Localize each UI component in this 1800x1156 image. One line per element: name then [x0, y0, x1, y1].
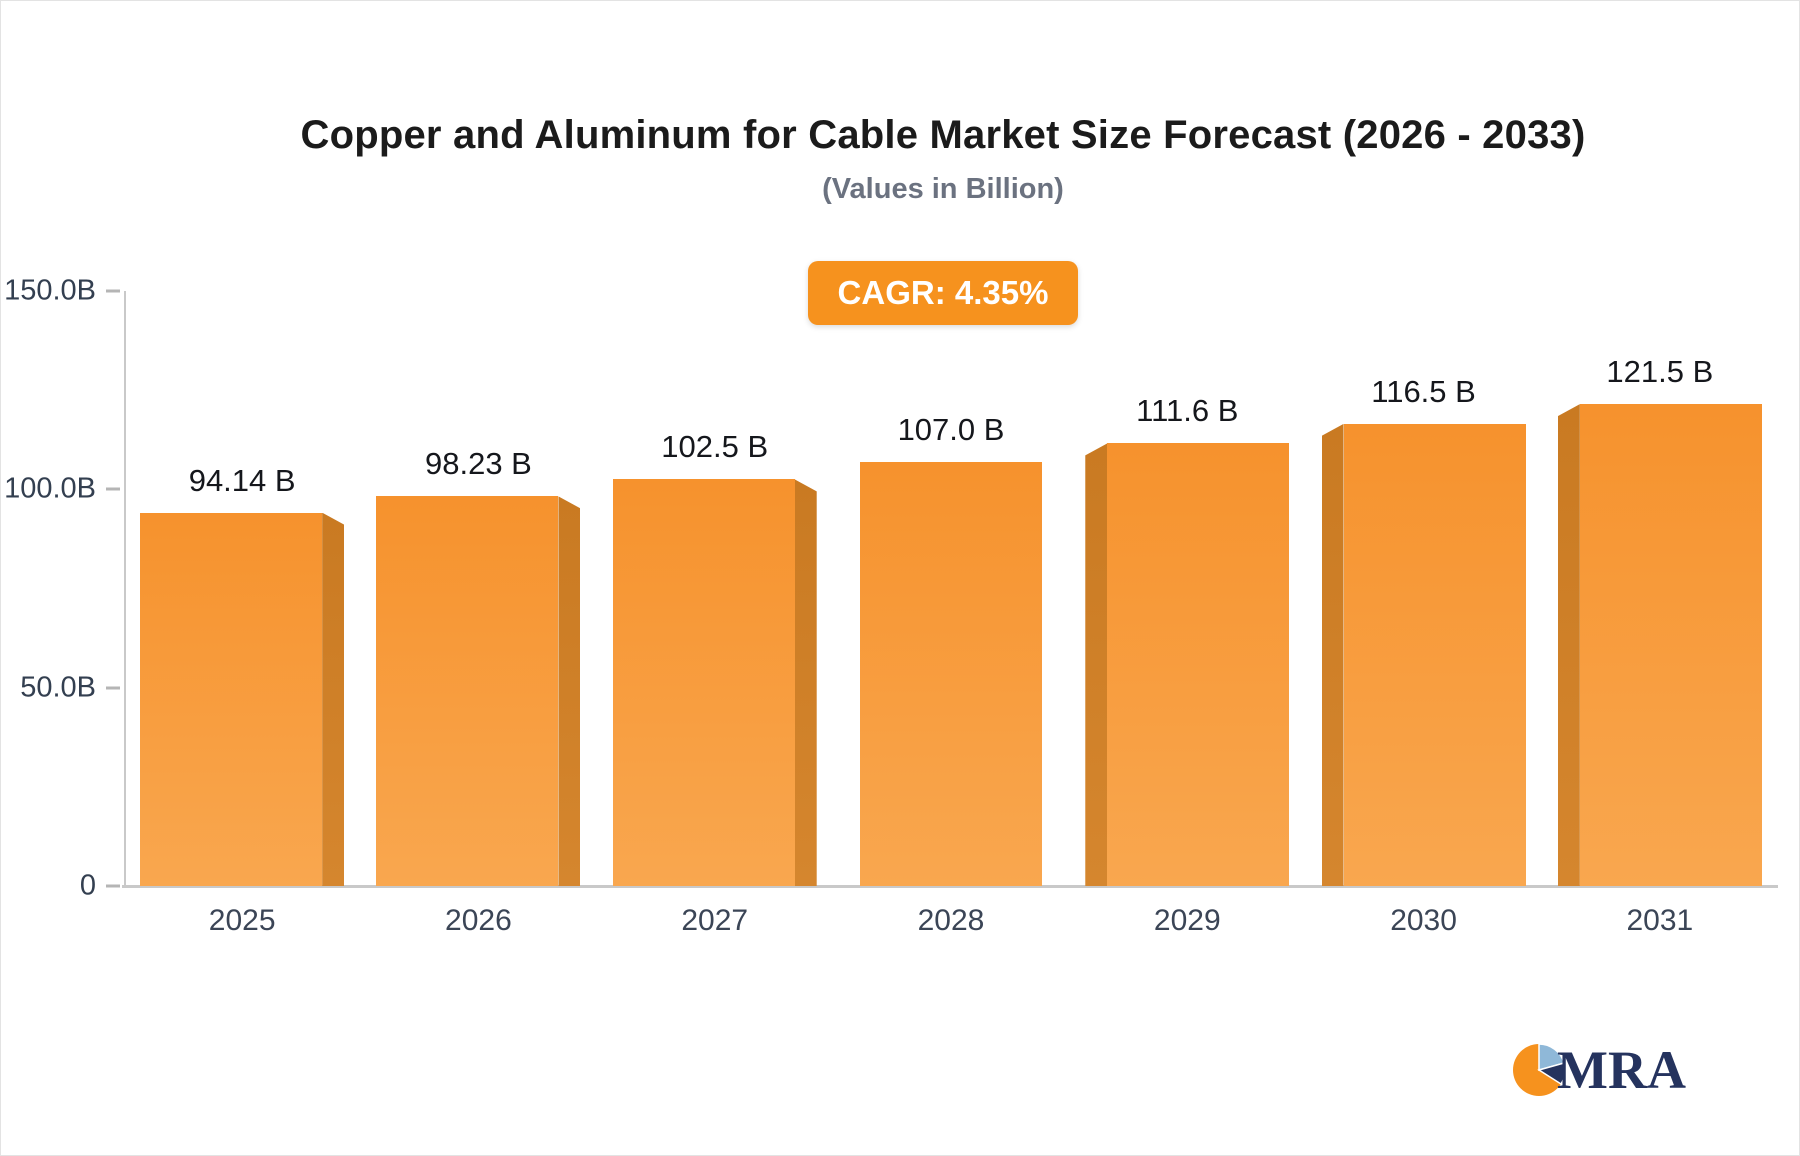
- bar-value-label: 98.23 B: [424, 446, 532, 482]
- x-axis-label: 2025: [208, 904, 276, 937]
- bar-front-face: [1579, 404, 1762, 886]
- chart-title: Copper and Aluminum for Cable Market Siz…: [300, 113, 1586, 157]
- bar-front-face: [140, 512, 323, 886]
- cagr-badge: CAGR: 4.35%: [807, 261, 1079, 325]
- bar-2025: 94.14 B: [140, 463, 345, 886]
- bar-side-face: [322, 512, 345, 886]
- chart-subtitle: (Values in Billion): [822, 173, 1064, 205]
- y-tick-label: 50.0B: [20, 671, 96, 704]
- bar-front-face: [860, 461, 1042, 886]
- bar-value-label: 107.0 B: [897, 411, 1005, 447]
- y-tick-mark: [106, 487, 120, 491]
- x-axis-label: 2027: [681, 904, 749, 937]
- y-axis-line: [124, 291, 126, 886]
- bar-side-face: [1321, 423, 1344, 886]
- bar-front-face: [1107, 443, 1290, 886]
- x-axis-label: 2026: [445, 904, 512, 937]
- y-tick-label: 100.0B: [4, 472, 96, 505]
- plot-area: 150.0B 100.0B 50.0B 0 94.14 B 98.23 B 102.5 B…: [4, 275, 1778, 937]
- bar-2029: 111.6 B: [1085, 393, 1290, 886]
- brand-logo-text: MRA: [1557, 1040, 1686, 1100]
- bar-value-label: 121.5 B: [1606, 354, 1714, 390]
- x-axis-label: 2030: [1390, 904, 1457, 937]
- bar-side-face: [1557, 404, 1580, 886]
- bar-2026: 98.23 B: [376, 446, 581, 886]
- bar-side-face: [558, 496, 581, 886]
- x-axis-label: 2029: [1153, 904, 1221, 937]
- bar-value-label: 111.6 B: [1136, 393, 1239, 429]
- x-axis-label: 2031: [1626, 904, 1694, 937]
- pie-logo-icon: [1513, 1043, 1566, 1096]
- bar-front-face: [376, 496, 559, 886]
- brand-logo: MRA: [1511, 1034, 1711, 1105]
- bar-side-face: [794, 479, 817, 886]
- brand-logo-graphic: MRA: [1513, 1040, 1686, 1100]
- y-tick-mark: [106, 686, 120, 690]
- bar-2031: 121.5 B: [1557, 354, 1762, 886]
- bar-value-label: 94.14 B: [188, 462, 296, 498]
- y-tick-label: 150.0B: [4, 274, 96, 307]
- cagr-badge-row: CAGR: 4.35%: [87, 261, 1799, 325]
- bar-2027: 102.5 B: [612, 429, 817, 886]
- bar-front-face: [1343, 423, 1526, 886]
- x-axis-label: 2028: [917, 904, 985, 937]
- x-axis-line: [122, 885, 1778, 888]
- bar-value-label: 116.5 B: [1371, 373, 1476, 409]
- y-tick-mark: [106, 884, 120, 888]
- bar-front-face: [612, 479, 795, 886]
- y-tick-mark: [106, 289, 120, 293]
- bar-2028: 107.0 B: [860, 412, 1042, 886]
- y-tick-label: 0: [79, 869, 96, 902]
- bar-value-label: 102.5 B: [661, 429, 769, 465]
- bar-side-face: [1085, 443, 1108, 886]
- bar-2030: 116.5 B: [1321, 374, 1526, 886]
